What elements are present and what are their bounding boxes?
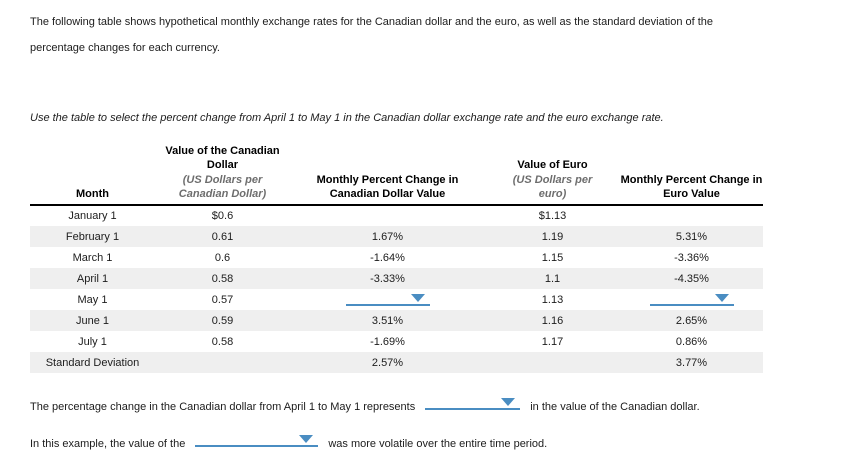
question-1: The percentage change in the Canadian do… xyxy=(30,397,830,415)
intro-text: The following table shows hypothetical m… xyxy=(30,16,714,54)
month-cell: May 1 xyxy=(77,293,108,306)
dropdown-arrow-icon xyxy=(714,294,729,302)
euro-change-cell: 0.86% xyxy=(675,335,708,348)
cad-value-cell: 0.58 xyxy=(211,272,234,285)
month-cell: July 1 xyxy=(78,335,107,348)
euro-value-cell: 1.17 xyxy=(541,335,564,348)
question-1-text-after: in the value of the Canadian dollar. xyxy=(530,401,700,413)
cad-change-cell: 3.51% xyxy=(371,314,404,327)
cad-value-cell: 0.57 xyxy=(211,293,234,306)
cad-value-cell: 0.58 xyxy=(211,335,234,348)
month-cell: April 1 xyxy=(76,272,109,285)
cad-value-cell: 0.61 xyxy=(211,230,234,243)
table-row-may: May 1 0.57 1.13 xyxy=(30,289,763,310)
cad-value-cell xyxy=(155,352,290,373)
question-2-text-before: In this example, the value of the xyxy=(30,438,186,450)
question-1-text-before: The percentage change in the Canadian do… xyxy=(30,401,416,413)
table-row: July 1 0.58 -1.69% 1.17 0.86% xyxy=(30,331,763,352)
table-row: January 1 $0.6 $1.13 xyxy=(30,205,763,226)
cad-change-cell xyxy=(290,289,485,310)
euro-value-cell: 1.1 xyxy=(544,272,561,285)
dropdown-arrow-icon xyxy=(410,294,425,302)
euro-change-cell: -4.35% xyxy=(674,272,709,285)
header-month: Month xyxy=(30,143,155,206)
cad-value-cell: 0.59 xyxy=(211,314,234,327)
instruction-text: Use the table to select the percent chan… xyxy=(30,112,664,124)
question-2-dropdown[interactable] xyxy=(195,434,319,447)
header-euro-value: Value of Euro (US Dollars per euro) xyxy=(485,143,620,206)
month-cell: March 1 xyxy=(72,251,113,264)
cad-change-cell: 1.67% xyxy=(371,230,404,243)
euro-change-cell: -3.36% xyxy=(674,251,709,264)
euro-change-cell: 3.77% xyxy=(675,356,708,369)
question-2: In this example, the value of the was mor… xyxy=(30,434,830,452)
cad-value-cell: $0.6 xyxy=(211,210,234,222)
cad-change-cell xyxy=(290,205,485,226)
euro-value-cell xyxy=(485,352,620,373)
cad-value-cell: 0.6 xyxy=(214,251,231,264)
header-month-label: Month xyxy=(76,188,109,200)
table-row: February 1 0.61 1.67% 1.19 5.31% xyxy=(30,226,763,247)
header-cad-change: Monthly Percent Change in Canadian Dolla… xyxy=(290,143,485,206)
euro-change-cell: 5.31% xyxy=(675,230,708,243)
dropdown-arrow-icon xyxy=(501,398,516,406)
cad-may-change-dropdown[interactable] xyxy=(345,293,430,306)
euro-value-cell: 1.16 xyxy=(541,314,564,327)
cad-change-cell: -1.64% xyxy=(370,251,405,264)
month-cell: Standard Deviation xyxy=(45,356,140,369)
table-header-row: Month Value of the Canadian Dollar (US D… xyxy=(30,143,763,206)
month-cell: June 1 xyxy=(75,314,110,327)
dropdown-arrow-icon xyxy=(299,435,314,443)
euro-change-cell xyxy=(620,289,763,310)
cad-change-cell: 2.57% xyxy=(371,356,404,369)
table-row: June 1 0.59 3.51% 1.16 2.65% xyxy=(30,310,763,331)
euro-value-cell: $1.13 xyxy=(538,210,567,222)
table-row: April 1 0.58 -3.33% 1.1 -4.35% xyxy=(30,268,763,289)
euro-value-cell: 1.19 xyxy=(541,230,564,243)
euro-change-cell: 2.65% xyxy=(675,314,708,327)
table-row: March 1 0.6 -1.64% 1.15 -3.36% xyxy=(30,247,763,268)
exchange-rate-table: Month Value of the Canadian Dollar (US D… xyxy=(30,143,763,373)
euro-value-cell: 1.15 xyxy=(541,251,564,264)
question-1-dropdown[interactable] xyxy=(425,397,521,410)
euro-may-change-dropdown[interactable] xyxy=(649,293,734,306)
month-cell: January 1 xyxy=(68,210,117,222)
cad-change-cell: -3.33% xyxy=(370,272,405,285)
month-cell: February 1 xyxy=(65,230,120,243)
question-2-text-after: was more volatile over the entire time p… xyxy=(328,438,548,450)
cad-change-cell: -1.69% xyxy=(370,335,405,348)
table-row-std-dev: Standard Deviation 2.57% 3.77% xyxy=(30,352,763,373)
euro-value-cell: 1.13 xyxy=(541,293,564,306)
euro-change-cell xyxy=(620,205,763,226)
header-euro-change: Monthly Percent Change in Euro Value xyxy=(620,143,763,206)
header-cad-value: Value of the Canadian Dollar (US Dollars… xyxy=(155,143,290,206)
